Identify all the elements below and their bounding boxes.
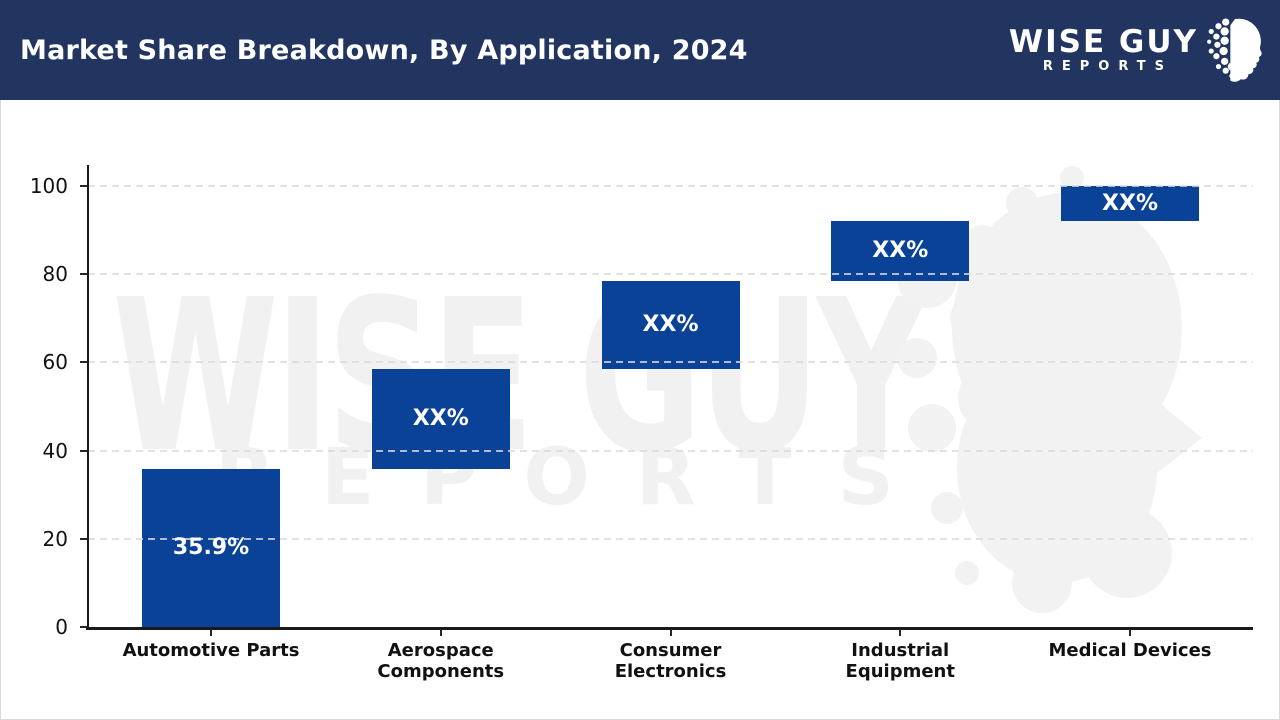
x-tick-mark bbox=[210, 629, 212, 636]
x-tick-label: Automotive Parts bbox=[122, 640, 300, 661]
logo-wordmark: WISE GUY bbox=[1008, 24, 1198, 60]
x-tick-label: Consumer Electronics bbox=[614, 640, 727, 682]
y-tick-label: 0 bbox=[55, 615, 68, 639]
gridline-y-40 bbox=[88, 449, 1253, 452]
bar-value-label: XX% bbox=[872, 238, 929, 264]
y-axis-line bbox=[87, 165, 89, 630]
gridline-y-60 bbox=[88, 361, 1253, 364]
gridline-y-100 bbox=[88, 185, 1253, 187]
y-tick-mark bbox=[80, 273, 87, 276]
x-tick-mark bbox=[669, 629, 672, 636]
page-title: Market Share Breakdown, By Application, … bbox=[20, 34, 748, 66]
logo-face-icon bbox=[1207, 18, 1262, 82]
x-tick-mark bbox=[1129, 629, 1131, 636]
bar-aerospace-components bbox=[371, 369, 510, 469]
y-tick-mark bbox=[80, 449, 87, 452]
bar-value-label: XX% bbox=[1102, 190, 1158, 216]
x-tick-label: Medical Devices bbox=[1048, 640, 1212, 661]
y-tick-mark bbox=[80, 626, 87, 628]
x-tick-mark bbox=[439, 629, 442, 636]
x-tick-mark bbox=[899, 629, 902, 636]
gridline-y-20 bbox=[88, 537, 1253, 540]
wise-guy-logo: WISE GUY REPORTS bbox=[1009, 16, 1266, 84]
y-tick-label: 100 bbox=[29, 174, 68, 198]
logo-text: WISE GUY REPORTS bbox=[1009, 25, 1198, 75]
bar-automotive-parts bbox=[142, 468, 280, 627]
y-tick-label: 40 bbox=[42, 438, 68, 463]
bar-value-label: XX% bbox=[412, 405, 469, 431]
y-tick-label: 60 bbox=[42, 350, 68, 375]
y-tick-label: 80 bbox=[42, 262, 68, 287]
y-tick-label: 20 bbox=[42, 526, 68, 551]
y-tick-mark bbox=[80, 361, 87, 364]
logo-subtitle: REPORTS bbox=[1042, 59, 1174, 74]
x-axis-line bbox=[86, 627, 1253, 630]
y-tick-mark bbox=[80, 537, 87, 540]
y-tick-mark bbox=[80, 185, 87, 187]
bar-value-label: 35.9% bbox=[172, 534, 250, 560]
gridline-y-80 bbox=[88, 273, 1253, 276]
header: Market Share Breakdown, By Application, … bbox=[0, 0, 1280, 100]
x-tick-label: Aerospace Components bbox=[377, 640, 505, 682]
x-tick-label: Industrial Equipment bbox=[845, 640, 955, 682]
bar-consumer-electronics bbox=[601, 280, 740, 369]
bar-value-label: XX% bbox=[642, 311, 699, 337]
